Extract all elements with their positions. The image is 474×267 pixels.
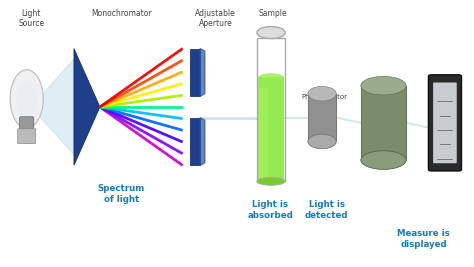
Polygon shape [361,86,406,160]
Ellipse shape [257,27,285,38]
Polygon shape [259,88,267,179]
FancyBboxPatch shape [428,75,462,171]
Polygon shape [200,117,205,165]
Text: Monochromator: Monochromator [91,9,152,18]
Polygon shape [200,49,205,96]
Text: Display: Display [431,94,459,103]
Text: Light is
detected: Light is detected [305,200,348,220]
Ellipse shape [308,86,336,101]
FancyBboxPatch shape [18,129,36,144]
Polygon shape [258,77,284,180]
Text: Light
Source: Light Source [18,9,45,28]
Ellipse shape [257,177,285,185]
Text: Amplifier: Amplifier [366,94,401,103]
Polygon shape [36,59,74,155]
Ellipse shape [10,70,43,128]
Ellipse shape [361,76,406,95]
Polygon shape [308,94,336,142]
Text: Photoresistor: Photoresistor [301,94,347,100]
FancyBboxPatch shape [433,83,457,163]
Text: Spectrum
of light: Spectrum of light [98,184,145,204]
Polygon shape [190,49,200,96]
Polygon shape [190,117,200,165]
Text: Sample: Sample [258,9,287,18]
Text: Adjustable
Aperture: Adjustable Aperture [195,9,236,28]
Ellipse shape [258,73,284,81]
Ellipse shape [361,151,406,169]
Ellipse shape [308,134,336,149]
Text: Light is
absorbed: Light is absorbed [247,200,293,220]
Polygon shape [74,49,100,165]
Ellipse shape [16,80,37,117]
FancyBboxPatch shape [19,117,34,132]
Text: Measure is
displayed: Measure is displayed [397,229,450,249]
